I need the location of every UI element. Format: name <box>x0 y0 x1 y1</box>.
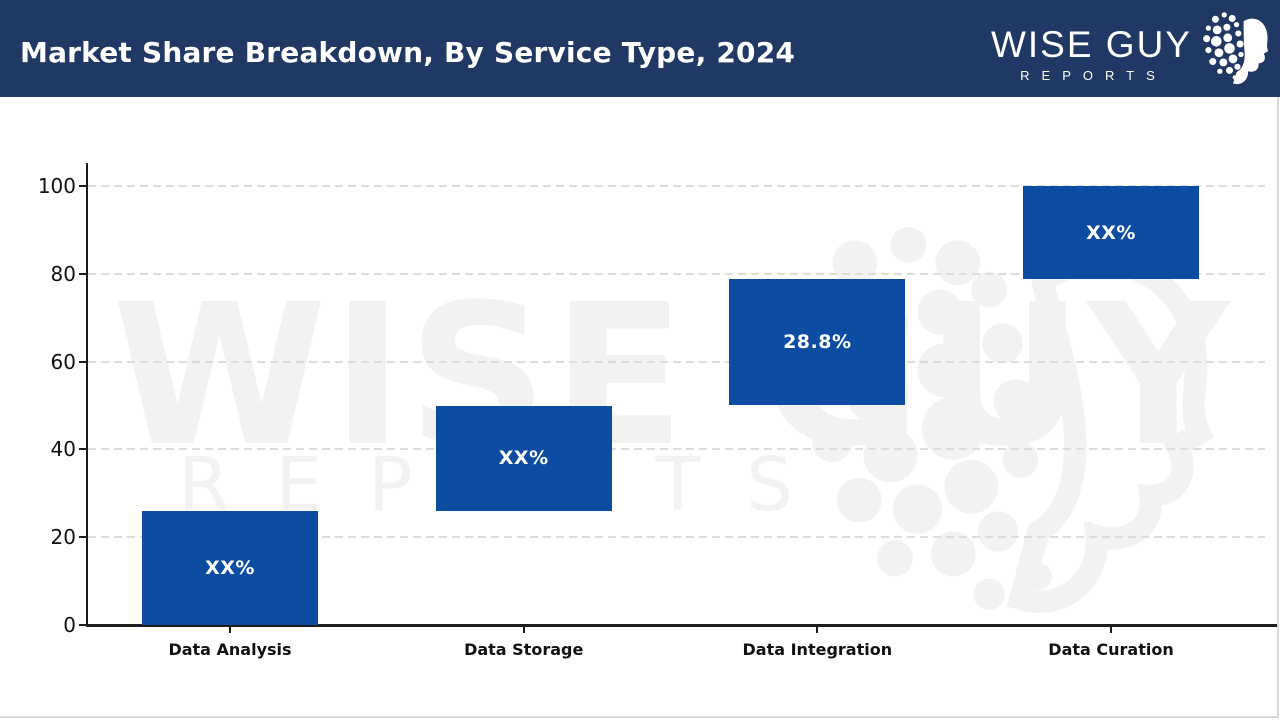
page-border-bottom <box>0 716 1279 718</box>
wiseguy-face-icon <box>1203 12 1269 85</box>
y-tick-mark <box>79 536 88 539</box>
x-tick-mark <box>1110 626 1112 633</box>
bar-data-integration: 28.8% <box>729 279 906 406</box>
gridline-100 <box>88 185 1265 187</box>
brand-logo-text: WISE GUY REPORTS <box>991 26 1192 83</box>
y-axis-spine <box>86 163 88 626</box>
y-tick-label-0: 0 <box>63 613 76 637</box>
x-tick-mark <box>522 626 525 633</box>
y-tick-label-60: 60 <box>50 349 76 374</box>
chart-title: Market Share Breakdown, By Service Type,… <box>20 36 796 69</box>
gridline-40 <box>88 448 1265 451</box>
bar-value-label: 28.8% <box>783 331 852 354</box>
y-tick-label-100: 100 <box>37 174 76 198</box>
bar-data-analysis: XX% <box>142 510 318 625</box>
x-tick-mark <box>229 626 231 633</box>
bar-value-label: XX% <box>1086 221 1136 244</box>
y-tick-label-40: 40 <box>50 437 76 462</box>
brand-logo: WISE GUY REPORTS <box>991 6 1270 92</box>
gridline-80 <box>88 272 1265 275</box>
y-tick-mark <box>79 272 88 275</box>
y-tick-mark <box>79 360 88 363</box>
y-tick-label-80: 80 <box>50 261 76 286</box>
x-tick-mark <box>816 626 819 633</box>
page-border-right <box>1277 97 1279 718</box>
bar-value-label: XX% <box>498 447 549 470</box>
y-tick-mark <box>79 448 88 451</box>
x-category-label-data-storage: Data Storage <box>464 640 584 659</box>
bar-data-curation: XX% <box>1023 186 1199 280</box>
x-category-label-data-analysis: Data Analysis <box>168 640 292 659</box>
header-bar: Market Share Breakdown, By Service Type,… <box>0 0 1280 97</box>
y-tick-mark <box>79 185 88 187</box>
y-tick-label-20: 20 <box>50 525 76 550</box>
brand-subtitle: REPORTS <box>1020 68 1167 83</box>
gridline-20 <box>88 536 1265 539</box>
bar-data-storage: XX% <box>435 405 612 511</box>
brand-name: WISE GUY <box>990 24 1192 65</box>
x-category-label-data-integration: Data Integration <box>742 640 893 659</box>
x-axis-spine <box>86 624 1277 627</box>
y-tick-mark <box>79 624 88 626</box>
bar-value-label: XX% <box>205 556 255 579</box>
gridline-60 <box>88 360 1265 363</box>
x-category-label-data-curation: Data Curation <box>1048 640 1174 659</box>
